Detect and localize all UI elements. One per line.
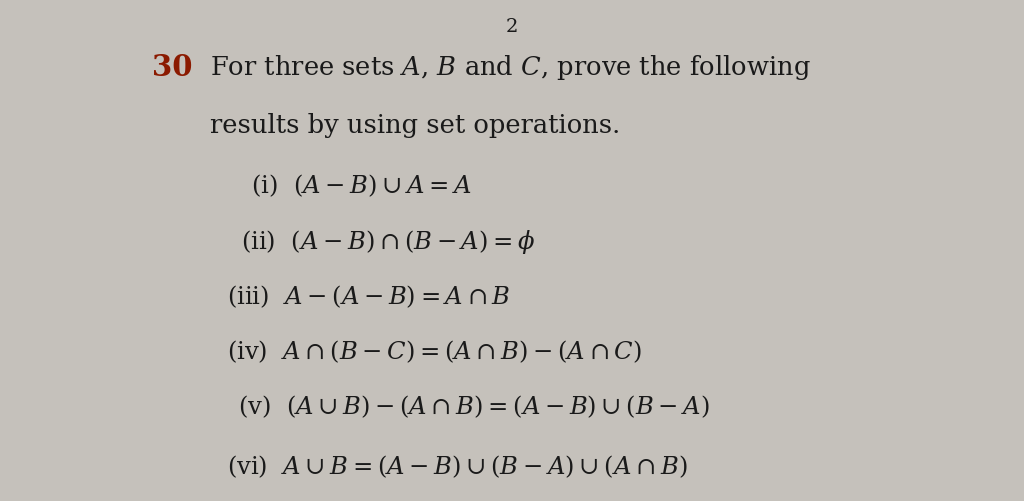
Text: results by using set operations.: results by using set operations. (210, 113, 621, 138)
Text: 30: 30 (152, 53, 193, 82)
Text: 2: 2 (506, 18, 518, 36)
Text: (v)  $(A\cup B)-(A\cap B)=(A-B)\cup(B-A)$: (v) $(A\cup B)-(A\cap B)=(A-B)\cup(B-A)$ (238, 393, 710, 420)
Text: (vi)  $A\cup B=(A-B)\cup(B-A)\cup(A\cap B)$: (vi) $A\cup B=(A-B)\cup(B-A)\cup(A\cap B… (227, 453, 688, 480)
Text: (iii)  $A-(A-B)=A\cap B$: (iii) $A-(A-B)=A\cap B$ (227, 283, 511, 310)
Text: For three sets $A$, $B$ and $C$, prove the following: For three sets $A$, $B$ and $C$, prove t… (210, 53, 811, 82)
Text: (iv)  $A\cap(B-C)=(A\cap B)-(A\cap C)$: (iv) $A\cap(B-C)=(A\cap B)-(A\cap C)$ (227, 338, 642, 365)
Text: (ii)  $(A-B)\cap(B-A)=\phi$: (ii) $(A-B)\cap(B-A)=\phi$ (241, 228, 536, 256)
Text: (i)  $(A-B)\cup A=A$: (i) $(A-B)\cup A=A$ (251, 173, 472, 199)
